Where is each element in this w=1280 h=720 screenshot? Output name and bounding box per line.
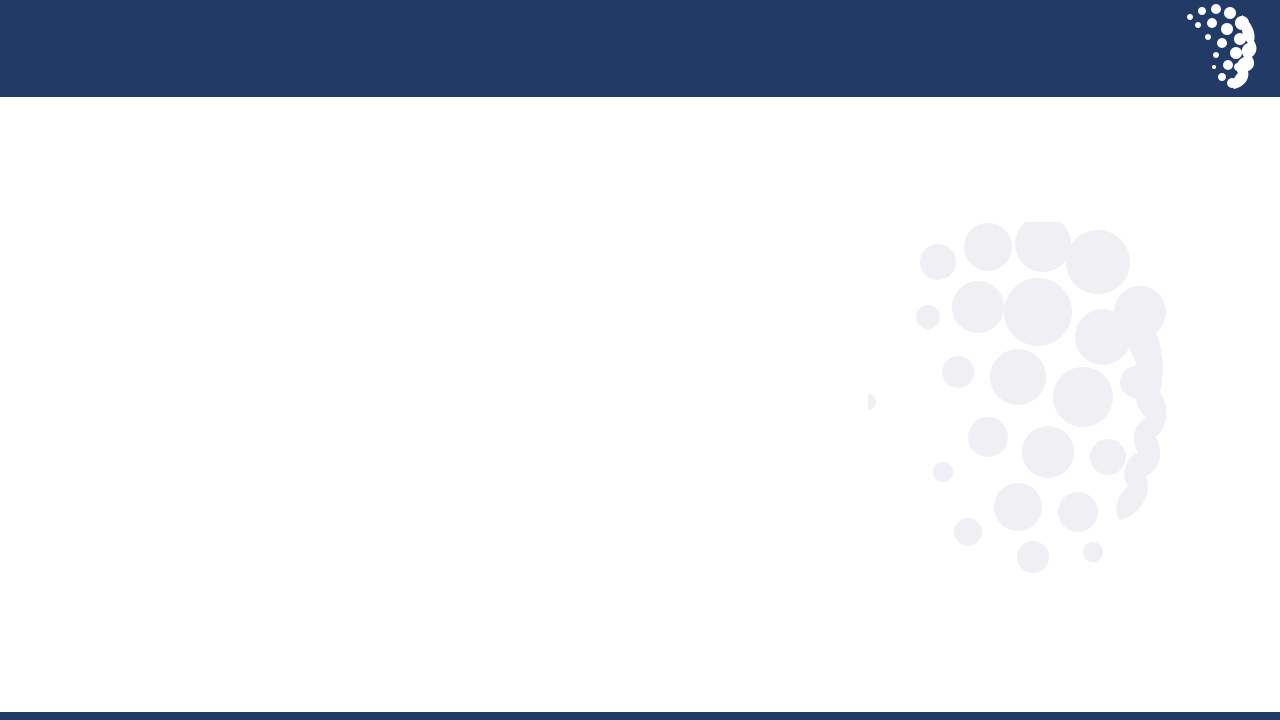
dotted-head-logo-icon — [1172, 3, 1258, 95]
footer-bar — [0, 712, 1280, 720]
watermark-dotted-head-icon — [860, 216, 1178, 591]
header-bar — [0, 0, 1280, 97]
brand-logo — [1170, 3, 1258, 95]
